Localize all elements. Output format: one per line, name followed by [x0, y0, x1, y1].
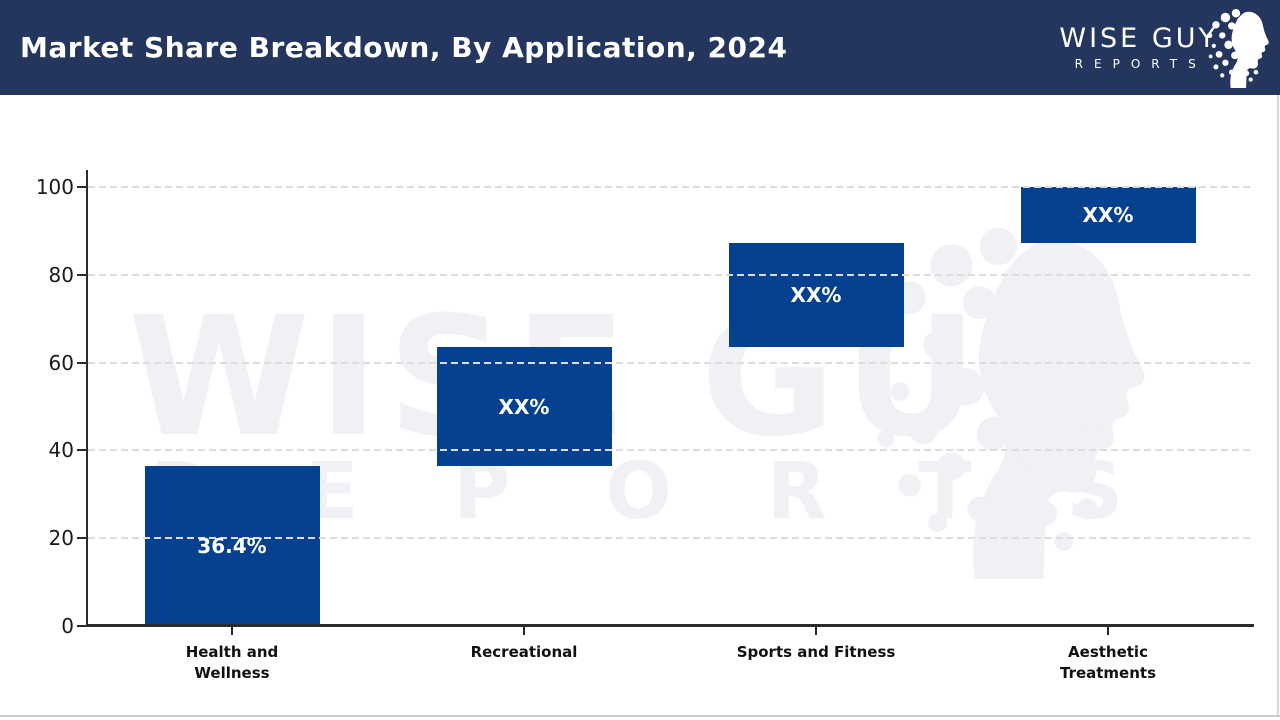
right-border	[1277, 95, 1279, 717]
gridline-40	[88, 449, 1254, 452]
logo-text: WISE GUY REPORTS	[1059, 23, 1218, 72]
watermark-wordmark: WISE GUY	[128, 281, 1114, 473]
gridline-100	[88, 186, 1254, 188]
bar-value-label-sports-and-fitness: XX%	[790, 282, 842, 307]
x-axis-label-aesthetic-treatments: Aesthetic Treatments	[978, 642, 1238, 684]
y-tick-20	[77, 537, 86, 540]
logo-subtitle: REPORTS	[1074, 57, 1207, 71]
y-tick-label-0: 0	[61, 614, 74, 638]
bar-value-label-health-and-wellness: 36.4%	[197, 534, 267, 559]
x-axis-label-sports-and-fitness: Sports and Fitness	[686, 642, 946, 663]
chart-title: Market Share Breakdown, By Application, …	[20, 31, 788, 64]
x-axis-label-line: Recreational	[470, 643, 578, 661]
gridline-20	[88, 537, 1254, 540]
logo-wordmark: WISE GUY	[1059, 23, 1218, 54]
x-axis-label-line: Health and	[185, 643, 279, 661]
x-tick-aesthetic-treatments	[1107, 627, 1109, 635]
bar-sports-and-fitness	[728, 242, 904, 347]
y-tick-label-40: 40	[48, 438, 74, 463]
x-tick-recreational	[523, 627, 525, 635]
bar-health-and-wellness	[144, 466, 320, 626]
gridline-80	[88, 273, 1254, 276]
watermark-head-icon	[869, 227, 1145, 579]
bar-value-label-aesthetic-treatments: XX%	[1082, 202, 1134, 227]
y-tick-0	[77, 625, 86, 627]
x-axis-label-recreational: Recreational	[394, 642, 654, 663]
x-axis-label-line: Sports and Fitness	[736, 643, 896, 661]
bar-recreational	[436, 346, 612, 467]
y-tick-40	[77, 449, 86, 452]
wiseguy-logo: WISE GUY REPORTS	[1059, 8, 1272, 88]
y-tick-80	[77, 273, 86, 276]
x-axis-label-line: Wellness	[194, 664, 270, 682]
y-tick-label-100: 100	[35, 175, 74, 199]
bar-aesthetic-treatments	[1020, 187, 1196, 243]
y-tick-label-60: 60	[48, 350, 74, 375]
x-axis-label-line: Treatments	[1059, 664, 1157, 682]
bar-value-label-recreational: XX%	[498, 394, 550, 419]
head-profile-logo-icon	[1207, 8, 1269, 88]
y-axis-line	[86, 170, 88, 627]
x-axis-line	[86, 624, 1254, 627]
header-bar: Market Share Breakdown, By Application, …	[0, 0, 1280, 95]
gridline-60	[88, 361, 1254, 364]
chart-area: WISE GUY REPORTS 0 20 40 60 80 100 36.4% Health…	[0, 95, 1280, 720]
footer-divider	[0, 715, 1280, 717]
y-tick-100	[77, 186, 86, 188]
y-tick-label-80: 80	[48, 262, 74, 287]
y-tick-label-20: 20	[48, 526, 74, 551]
x-tick-sports-and-fitness	[815, 627, 817, 635]
x-axis-label-health-and-wellness: Health and Wellness	[102, 642, 362, 684]
x-tick-health-and-wellness	[231, 627, 233, 635]
y-tick-60	[77, 361, 86, 364]
x-axis-label-line: Aesthetic	[1068, 643, 1148, 661]
